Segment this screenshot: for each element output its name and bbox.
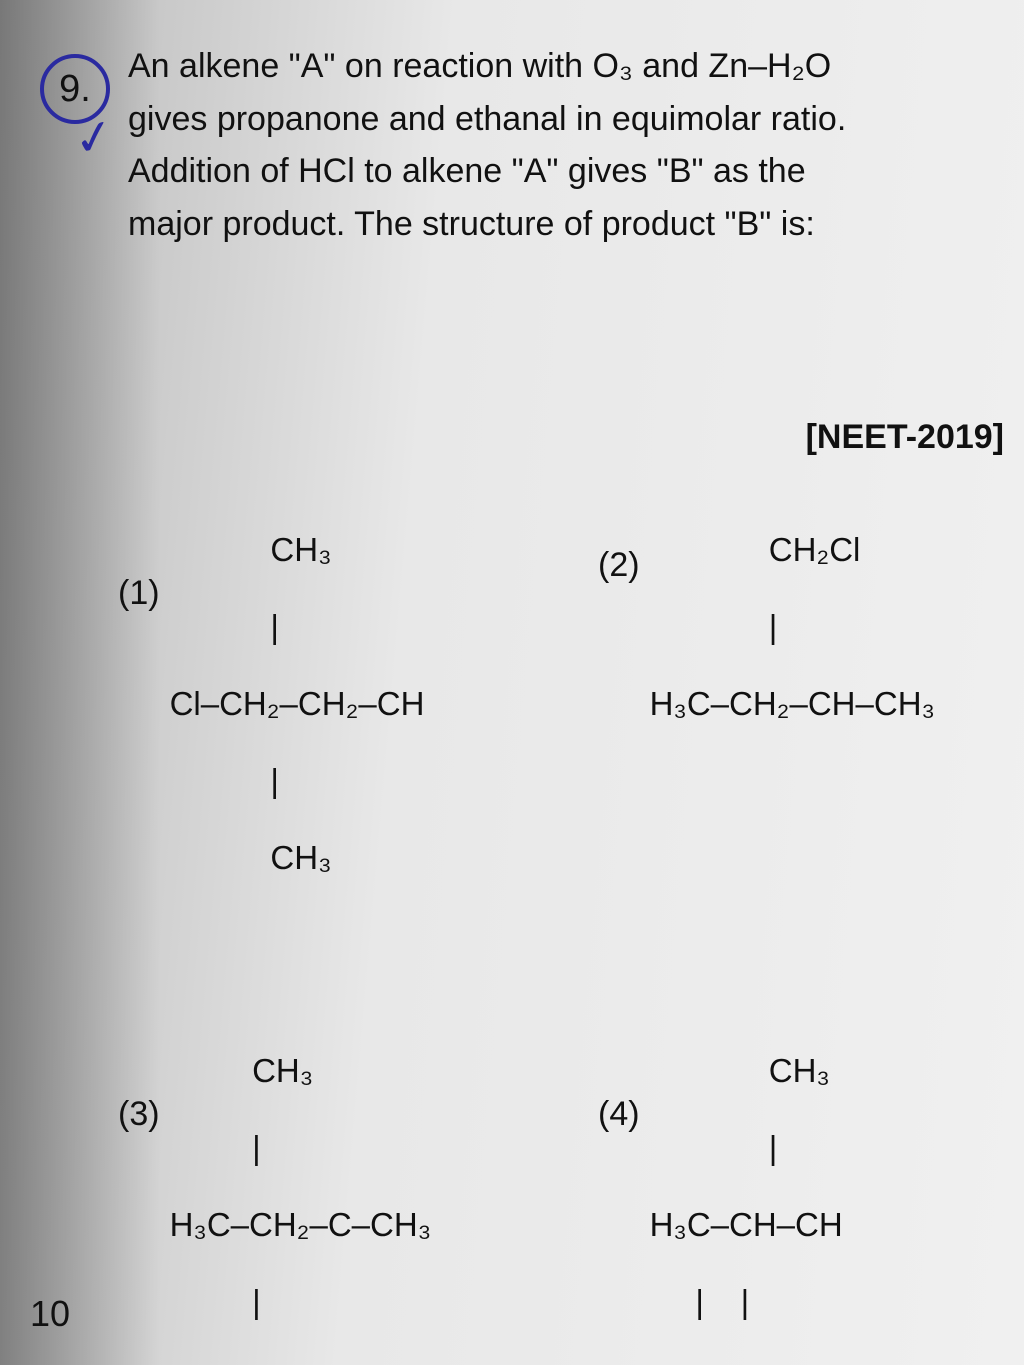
chem-line: H₃C–CH₂–C–CH₃: [170, 1208, 432, 1252]
chem-line: CH₂Cl: [650, 533, 935, 577]
chem-line: |: [650, 610, 935, 654]
option-row: (1) CH₃ | Cl–CH₂–CH₂–CH | CH₃ (2) CH₂Cl …: [118, 500, 1006, 951]
chem-line: CH₃: [170, 1054, 432, 1098]
options: (1) CH₃ | Cl–CH₂–CH₂–CH | CH₃ (2) CH₂Cl …: [118, 500, 1006, 1365]
option-number: (4): [598, 1095, 640, 1134]
chem-line: CH₃: [170, 533, 425, 577]
exam-tag: [NEET-2019]: [806, 418, 1004, 457]
option-number: (2): [598, 546, 640, 585]
option-3-structure: CH₃ | H₃C–CH₂–C–CH₃ | Cl: [170, 1021, 432, 1365]
stem-line: major product. The structure of product …: [128, 198, 1006, 251]
option-4-structure: CH₃ | H₃C–CH–CH | | Cl CH₃: [650, 1021, 843, 1365]
stem-line: Addition of HCl to alkene "A" gives "B" …: [128, 145, 1006, 198]
option-number: (1): [118, 574, 160, 613]
question-number-marker: 9. ✓: [40, 54, 110, 124]
chem-line: |: [170, 1131, 432, 1175]
option-row: (3) CH₃ | H₃C–CH₂–C–CH₃ | Cl (4) CH₃ | H…: [118, 1021, 1006, 1365]
chem-line: H₃C–CH–CH: [650, 1208, 843, 1252]
option-3: (3) CH₃ | H₃C–CH₂–C–CH₃ | Cl: [118, 1021, 598, 1365]
chem-line: |: [170, 610, 425, 654]
chem-line: Cl–CH₂–CH₂–CH: [170, 687, 425, 731]
pen-tick-icon: ✓: [69, 107, 118, 169]
option-2-structure: CH₂Cl | H₃C–CH₂–CH–CH₃: [650, 500, 935, 797]
option-number: (3): [118, 1095, 160, 1134]
chem-line: |: [170, 764, 425, 808]
question-stem: An alkene "A" on reaction with O₃ and Zn…: [128, 40, 1006, 251]
chem-line: | |: [650, 1285, 843, 1329]
stem-line: gives propanone and ethanal in equimolar…: [128, 93, 1006, 146]
option-4: (4) CH₃ | H₃C–CH–CH | | Cl CH₃: [598, 1021, 1006, 1365]
chem-line: CH₃: [170, 841, 425, 885]
chem-line: CH₃: [650, 1054, 843, 1098]
option-2: (2) CH₂Cl | H₃C–CH₂–CH–CH₃: [598, 500, 1006, 797]
chem-line: |: [650, 1131, 843, 1175]
question-number: 9.: [59, 68, 91, 111]
next-question-number: 10: [30, 1293, 70, 1335]
option-1-structure: CH₃ | Cl–CH₂–CH₂–CH | CH₃: [170, 500, 425, 951]
page: 9. ✓ An alkene "A" on reaction with O₃ a…: [0, 0, 1024, 1365]
chem-line: |: [170, 1285, 432, 1329]
stem-line: An alkene "A" on reaction with O₃ and Zn…: [128, 40, 1006, 93]
option-1: (1) CH₃ | Cl–CH₂–CH₂–CH | CH₃: [118, 500, 598, 951]
chem-line: H₃C–CH₂–CH–CH₃: [650, 687, 935, 731]
